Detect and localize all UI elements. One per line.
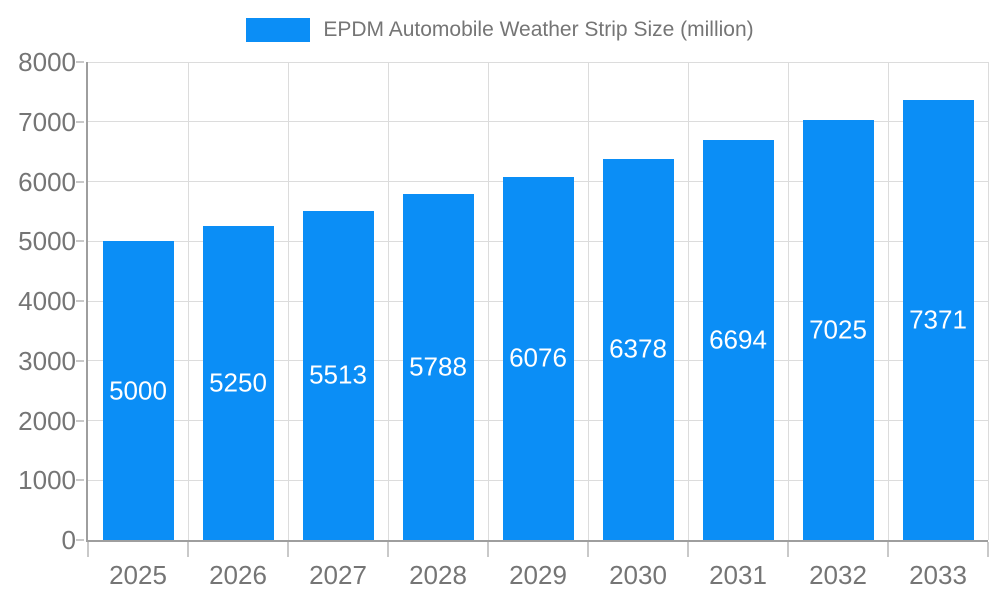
y-tick-label: 1000 [18,465,76,496]
bar-value-label: 5250 [209,367,267,398]
x-axis-tick [487,542,489,557]
x-tick-label: 2030 [609,560,667,590]
y-axis-tick [76,240,84,243]
legend-label: EPDM Automobile Weather Strip Size (mill… [323,18,754,41]
y-axis-tick [76,539,84,541]
bar: 5788 [402,194,474,540]
bar: 7025 [802,120,874,540]
chart-legend: EPDM Automobile Weather Strip Size (mill… [0,18,1000,42]
y-tick-label: 6000 [18,166,76,197]
h-gridline [88,121,988,123]
bar-value-label: 6076 [509,342,567,373]
y-axis-tick [76,120,84,123]
y-tick-label: 8000 [18,47,76,77]
x-axis-tick [587,542,589,557]
bar: 7371 [902,99,974,540]
x-tick-label: 2032 [809,560,867,590]
x-tick-label: 2025 [109,560,167,590]
y-tick-label: 3000 [18,345,76,376]
v-gridline [287,62,289,540]
v-gridline [887,62,889,540]
v-gridline [487,62,489,540]
bar: 5250 [202,226,274,540]
x-tick-label: 2029 [509,560,567,590]
bar-value-label: 6694 [709,324,767,355]
y-tick-label: 5000 [18,226,76,257]
x-axis-tick [187,542,189,557]
x-tick-label: 2027 [309,560,367,590]
x-axis-tick [887,542,889,557]
plot-area: 0 1000 2000 3000 4000 5000 6000 7000 8000 5000 202… [18,47,989,590]
x-axis-tick [87,542,89,557]
x-axis-tick [287,542,289,557]
bar-value-label: 6378 [609,333,667,364]
y-tick-label: 0 [61,525,76,555]
y-axis-tick [76,300,84,302]
x-tick-label: 2031 [709,560,767,590]
y-axis-tick [76,479,84,482]
x-axis-tick [387,542,389,557]
v-gridline [787,62,789,540]
h-gridline [88,61,988,63]
x-axis-tick [987,542,989,557]
v-gridline [687,62,689,540]
y-tick-label: 2000 [18,405,76,436]
legend-swatch [246,18,311,42]
v-gridline [987,62,989,540]
y-axis-tick [76,180,84,183]
y-axis-tick [76,61,84,63]
x-axis-tick [787,542,789,557]
y-tick-label: 4000 [18,286,76,316]
v-gridline [387,62,389,540]
x-tick-label: 2026 [209,560,267,590]
bar: 5000 [102,241,174,540]
bar-value-label: 5788 [409,351,467,382]
bar: 6076 [502,176,574,540]
x-tick-label: 2028 [409,560,467,590]
x-axis-line [86,540,988,542]
bar: 6694 [702,140,774,540]
bar: 5513 [302,210,374,540]
y-axis-line [86,62,88,540]
bar-value-label: 7025 [809,314,867,345]
x-tick-label: 2033 [909,560,967,590]
bar-value-label: 5513 [309,359,367,390]
x-axis-tick [687,542,689,557]
bar-value-label: 5000 [109,375,167,406]
bar: 6378 [602,158,674,540]
bar-value-label: 7371 [909,304,967,335]
y-tick-label: 7000 [18,106,76,137]
v-gridline [587,62,589,540]
v-gridline [187,62,189,540]
y-axis-tick [76,419,84,422]
y-axis-tick [76,359,84,362]
